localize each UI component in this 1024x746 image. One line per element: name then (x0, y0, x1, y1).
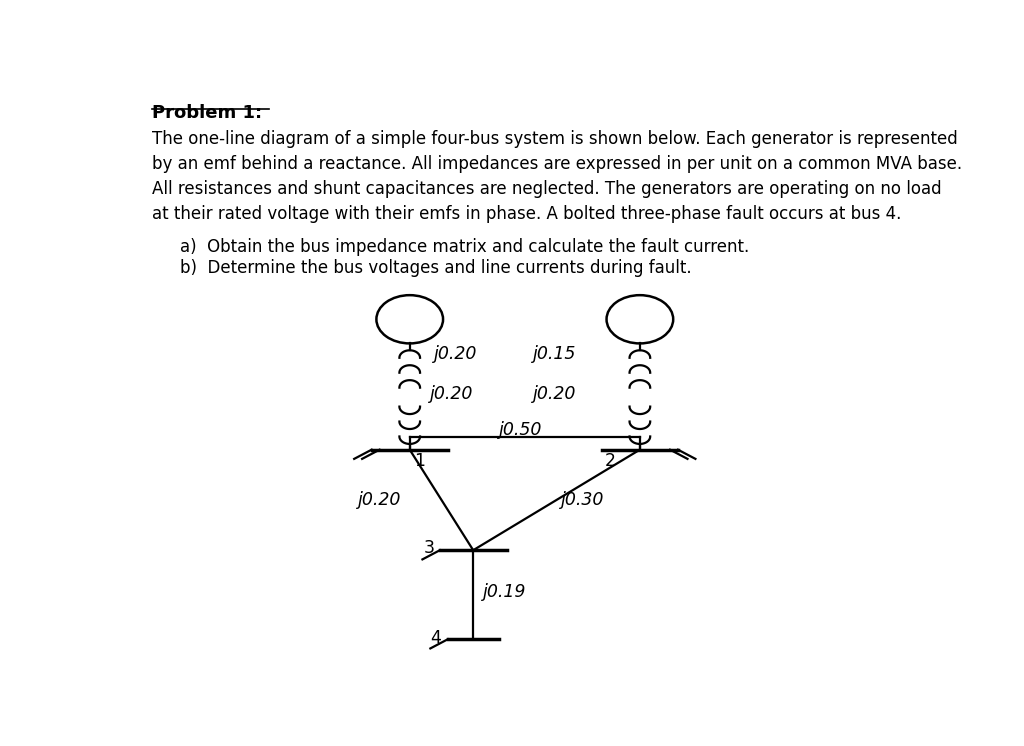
Text: j0.15: j0.15 (532, 345, 577, 363)
Text: b)  Determine the bus voltages and line currents during fault.: b) Determine the bus voltages and line c… (179, 259, 691, 277)
Text: j0.20: j0.20 (532, 385, 577, 404)
Text: j0.20: j0.20 (430, 385, 473, 404)
Text: The one-line diagram of a simple four-bus system is shown below. Each generator : The one-line diagram of a simple four-bu… (152, 130, 962, 223)
Text: Problem 1:: Problem 1: (152, 104, 262, 122)
Text: a)  Obtain the bus impedance matrix and calculate the fault current.: a) Obtain the bus impedance matrix and c… (179, 238, 749, 256)
Text: j0.20: j0.20 (358, 491, 401, 509)
Text: j0.20: j0.20 (433, 345, 477, 363)
Text: j0.19: j0.19 (482, 583, 526, 601)
Text: j0.30: j0.30 (560, 491, 604, 509)
Text: 3: 3 (424, 539, 435, 557)
Text: 2: 2 (605, 452, 616, 470)
Text: 4: 4 (431, 629, 441, 647)
Text: j0.50: j0.50 (499, 421, 542, 439)
Text: 1: 1 (414, 452, 425, 470)
